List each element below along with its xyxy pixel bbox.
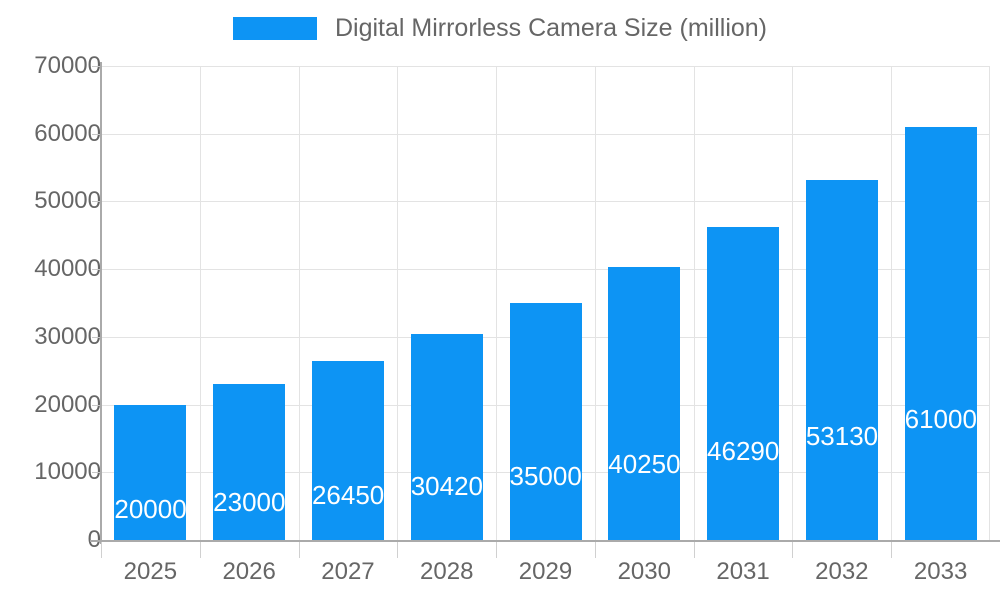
y-axis-tick-label: 50000	[34, 187, 101, 215]
x-gridline	[595, 66, 596, 540]
x-axis-tick-label: 2031	[716, 558, 770, 585]
plot-area: 20000 23000 26450 30420 35000 40250 46290 53130…	[101, 66, 990, 541]
x-axis-tick-mark	[595, 542, 596, 558]
x-gridline	[299, 66, 300, 540]
bar-value-label: 23000	[213, 487, 286, 518]
bar[interactable]: 61000	[904, 126, 977, 540]
bar[interactable]: 26450	[311, 360, 385, 540]
y-axis-tick-label: 40000	[34, 255, 101, 283]
bar[interactable]: 30420	[410, 334, 484, 540]
x-axis-tick-mark	[792, 542, 793, 558]
y-axis-tick-label: 60000	[34, 119, 101, 147]
x-axis-tick-mark	[299, 542, 300, 558]
x-gridline	[989, 66, 990, 540]
legend-color-swatch-icon	[232, 16, 317, 40]
y-axis-tick-mark	[92, 133, 101, 135]
bar[interactable]: 20000	[114, 404, 187, 540]
legend-item-label: Digital Mirrorless Camera Size (million)	[334, 13, 768, 42]
bar-value-label: 30420	[410, 471, 484, 502]
bar[interactable]: 35000	[509, 303, 582, 540]
y-axis-tick-mark	[92, 404, 101, 406]
x-axis-tick-label: 2028	[420, 558, 474, 585]
x-axis-tick-label: 2030	[617, 558, 671, 585]
x-axis-tick-mark	[694, 542, 695, 558]
bar[interactable]: 23000	[213, 384, 285, 540]
x-axis-tick-label: 2027	[321, 558, 375, 585]
bar[interactable]: 40250	[608, 267, 681, 540]
bar-value-label: 46290	[707, 436, 780, 467]
x-gridline	[200, 66, 201, 540]
bar-value-label: 53130	[805, 421, 879, 452]
y-axis-tick-mark	[92, 269, 101, 271]
y-axis: 0 10000 20000 30000 40000 50000 60000 70000	[0, 0, 101, 600]
y-axis-tick-label: 30000	[34, 322, 101, 350]
x-axis-tick-label: 2026	[222, 558, 276, 585]
y-axis-tick-label: 70000	[34, 52, 101, 79]
x-gridline	[694, 66, 695, 540]
y-gridline	[101, 201, 990, 203]
x-axis-tick-label: 2032	[815, 558, 869, 585]
y-gridline	[101, 269, 990, 271]
y-axis-tick-label: 20000	[34, 390, 101, 418]
x-axis-tick-mark	[200, 542, 201, 558]
bar[interactable]: 53130	[805, 180, 879, 540]
y-gridline	[101, 133, 990, 135]
x-axis-tick-label: 2025	[123, 558, 178, 585]
y-axis-line	[100, 62, 102, 544]
y-axis-tick-mark	[92, 336, 101, 338]
x-gridline	[891, 66, 892, 540]
x-axis-tick-mark	[891, 542, 892, 558]
x-axis-tick-mark	[101, 542, 102, 558]
y-axis-tick-label: 10000	[34, 458, 101, 486]
x-gridline	[397, 66, 398, 540]
chart-legend: Digital Mirrorless Camera Size (million)	[0, 0, 1000, 56]
x-axis-line	[90, 540, 1000, 542]
bar-value-label: 35000	[509, 460, 582, 491]
y-axis-tick-mark	[92, 201, 101, 203]
bar-value-label: 61000	[904, 403, 977, 434]
x-axis-tick-label: 2029	[518, 558, 573, 585]
bar[interactable]: 46290	[707, 226, 780, 540]
x-axis-tick-mark	[397, 542, 398, 558]
x-gridline	[792, 66, 793, 540]
y-axis-tick-label: 0	[9, 528, 101, 552]
y-axis-tick-mark	[92, 66, 101, 67]
x-axis-tick-label: 2033	[913, 558, 968, 585]
x-axis-tick-mark	[496, 542, 497, 558]
bar-value-label: 40250	[608, 449, 681, 480]
y-gridline	[101, 66, 990, 67]
y-axis-tick-mark	[92, 472, 101, 474]
legend-item-digital-mirrorless-camera-size[interactable]: Digital Mirrorless Camera Size (million)	[232, 13, 768, 42]
x-gridline	[496, 66, 497, 540]
bar-value-label: 20000	[114, 493, 187, 524]
bar-value-label: 26450	[311, 479, 385, 510]
